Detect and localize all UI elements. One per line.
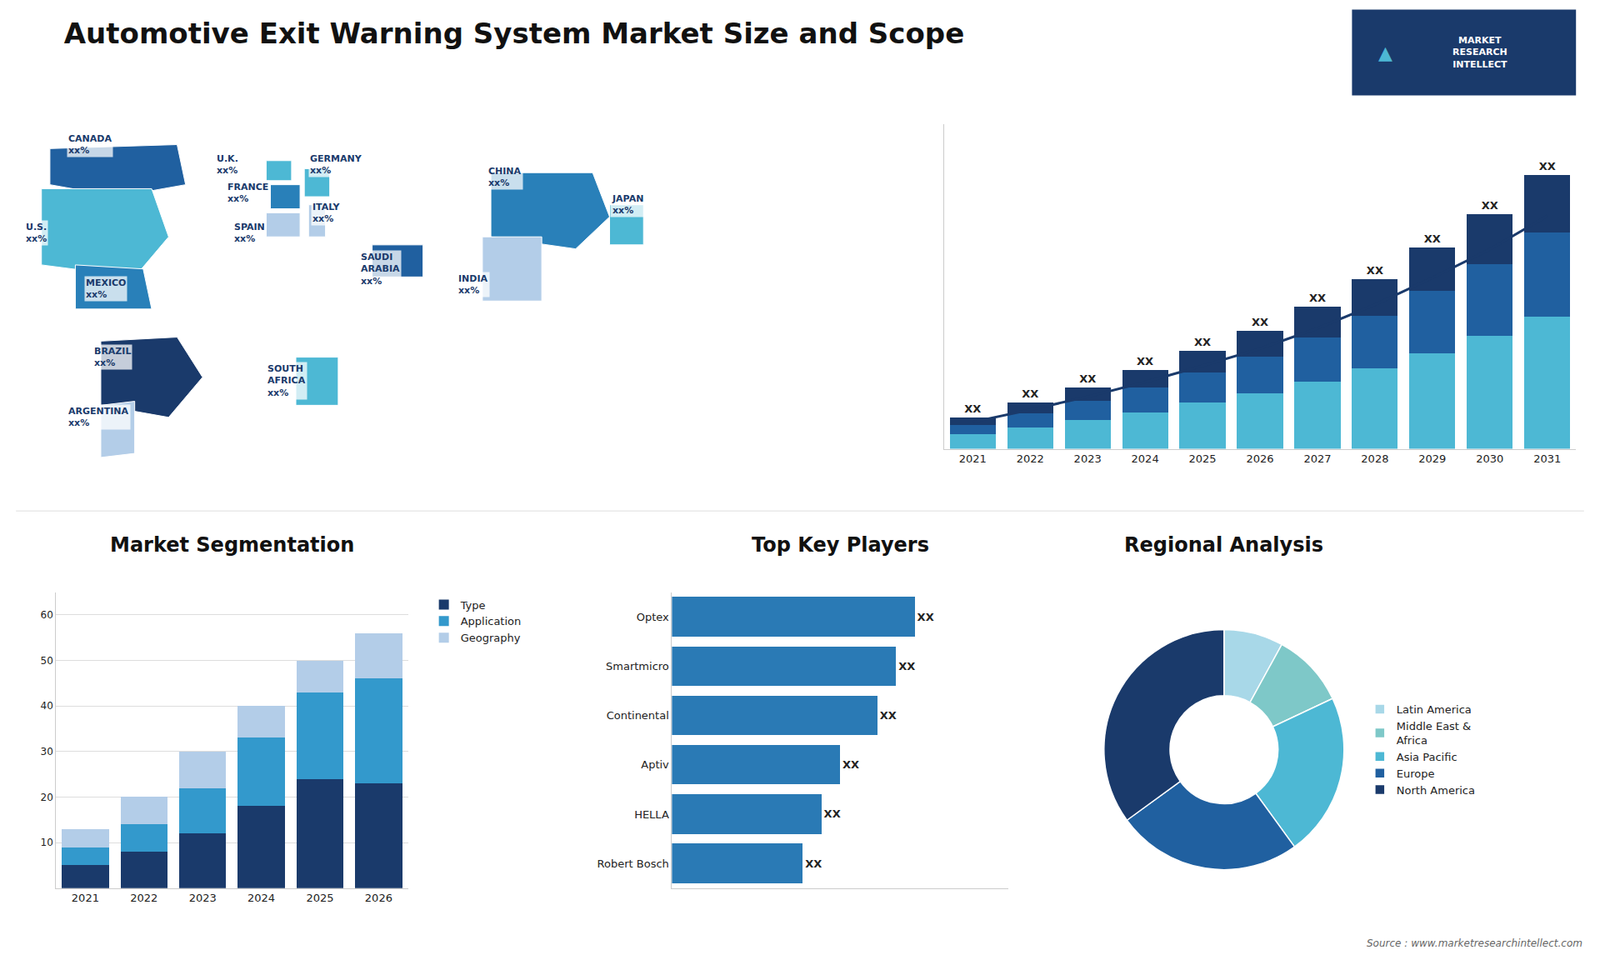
svg-text:10: 10	[40, 836, 54, 849]
svg-text:FRANCExx%: FRANCExx%	[227, 181, 269, 205]
svg-text:2021: 2021	[959, 452, 987, 465]
svg-text:SPAINxx%: SPAINxx%	[234, 221, 265, 245]
svg-text:Type: Type	[460, 599, 486, 612]
svg-text:XX: XX	[1021, 387, 1039, 400]
svg-text:ARGENTINAxx%: ARGENTINAxx%	[68, 405, 130, 429]
svg-text:Asia Pacific: Asia Pacific	[1396, 750, 1458, 764]
svg-text:ITALYxx%: ITALYxx%	[312, 201, 341, 225]
svg-text:XX: XX	[964, 402, 981, 415]
svg-text:2023: 2023	[1074, 452, 1102, 465]
svg-text:Continental: Continental	[606, 709, 670, 722]
svg-text:SAUDIARABIAxx%: SAUDIARABIAxx%	[360, 251, 400, 287]
svg-text:2022: 2022	[1016, 452, 1045, 465]
svg-text:2028: 2028	[1360, 452, 1389, 465]
svg-text:CHINAxx%: CHINAxx%	[488, 165, 522, 189]
svg-text:Source : www.marketresearchint: Source : www.marketresearchintellect.com	[1366, 937, 1583, 950]
svg-text:XX: XX	[1136, 355, 1154, 368]
svg-text:XX: XX	[898, 660, 915, 673]
svg-text:Market Segmentation: Market Segmentation	[110, 533, 355, 557]
svg-text:2022: 2022	[130, 891, 158, 905]
svg-text:BRAZILxx%: BRAZILxx%	[94, 345, 131, 369]
svg-text:XX: XX	[1194, 335, 1211, 349]
svg-text:Optex: Optex	[636, 610, 670, 624]
svg-text:Top Key Players: Top Key Players	[751, 533, 930, 557]
svg-text:XX: XX	[1079, 372, 1096, 385]
svg-text:XX: XX	[1481, 199, 1499, 212]
svg-text:2026: 2026	[365, 891, 393, 905]
svg-text:2026: 2026	[1245, 452, 1274, 465]
svg-text:U.K.xx%: U.K.xx%	[216, 153, 239, 176]
svg-text:XX: XX	[1309, 291, 1326, 305]
svg-text:Aptiv: Aptiv	[640, 758, 670, 771]
svg-text:XX: XX	[824, 807, 841, 820]
svg-text:XX: XX	[1539, 160, 1556, 173]
svg-text:INDIAxx%: INDIAxx%	[458, 273, 489, 296]
svg-text:60: 60	[40, 609, 54, 621]
svg-text:2025: 2025	[1189, 452, 1217, 465]
svg-text:MARKETRESEARCHINTELLECT: MARKETRESEARCHINTELLECT	[1452, 35, 1508, 70]
svg-text:XX: XX	[1366, 264, 1384, 277]
svg-text:50: 50	[40, 655, 54, 667]
svg-text:XX: XX	[1424, 232, 1441, 245]
svg-text:SOUTHAFRICAxx%: SOUTHAFRICAxx%	[267, 363, 306, 399]
svg-text:2021: 2021	[71, 891, 100, 905]
svg-text:2025: 2025	[305, 891, 334, 905]
svg-text:GERMANYxx%: GERMANYxx%	[310, 153, 363, 176]
svg-text:Application: Application	[460, 615, 522, 628]
svg-text:20: 20	[40, 791, 54, 804]
svg-text:XX: XX	[805, 857, 822, 870]
svg-text:2027: 2027	[1303, 452, 1331, 465]
svg-text:Regional Analysis: Regional Analysis	[1124, 533, 1324, 557]
svg-text:▲: ▲	[1378, 42, 1393, 64]
svg-text:2030: 2030	[1475, 452, 1504, 465]
svg-text:Europe: Europe	[1396, 767, 1435, 780]
svg-text:Smartmicro: Smartmicro	[605, 660, 670, 673]
svg-text:2031: 2031	[1533, 452, 1561, 465]
svg-text:Latin America: Latin America	[1396, 703, 1472, 716]
svg-text:Automotive Exit Warning System: Automotive Exit Warning System Market Si…	[64, 16, 965, 50]
svg-text:2029: 2029	[1418, 452, 1446, 465]
svg-text:JAPANxx%: JAPANxx%	[611, 193, 644, 216]
svg-text:North America: North America	[1396, 784, 1475, 797]
svg-text:XX: XX	[880, 709, 897, 722]
svg-text:40: 40	[40, 700, 54, 712]
svg-text:Geography: Geography	[460, 631, 521, 645]
svg-text:CANADAxx%: CANADAxx%	[68, 133, 112, 156]
svg-text:Robert Bosch: Robert Bosch	[597, 857, 670, 870]
svg-text:MEXICOxx%: MEXICOxx%	[85, 277, 126, 300]
svg-text:U.S.xx%: U.S.xx%	[25, 221, 47, 245]
svg-text:XX: XX	[1251, 315, 1269, 329]
svg-text:2024: 2024	[247, 891, 275, 905]
svg-text:2024: 2024	[1131, 452, 1160, 465]
svg-text:30: 30	[40, 745, 54, 758]
svg-text:2023: 2023	[189, 891, 217, 905]
svg-text:HELLA: HELLA	[634, 808, 670, 821]
svg-text:Middle East &Africa: Middle East &Africa	[1396, 720, 1471, 747]
svg-text:XX: XX	[917, 610, 935, 624]
svg-text:XX: XX	[842, 758, 860, 771]
